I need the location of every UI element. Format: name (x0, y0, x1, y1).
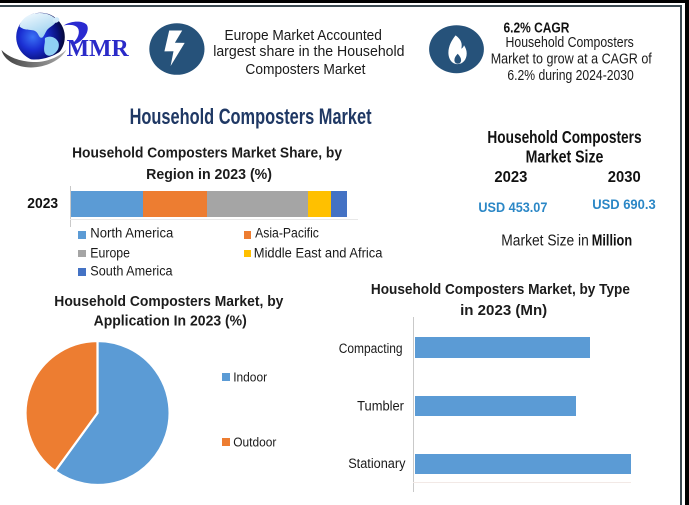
svg-text:Europe: Europe (90, 246, 130, 261)
svg-text:MMR: MMR (67, 36, 130, 62)
svg-text:Region in 2023 (%): Region in 2023 (%) (146, 167, 272, 183)
svg-text:Household Composters: Household Composters (506, 35, 634, 51)
svg-text:Europe Market Accounted: Europe Market Accounted (225, 28, 382, 44)
svg-text:Outdoor: Outdoor (233, 435, 277, 450)
svg-text:Middle East and Africa: Middle East and Africa (254, 246, 383, 261)
svg-text:6.2% CAGR: 6.2% CAGR (504, 20, 570, 36)
svg-text:Household Composters Market Sh: Household Composters Market Share, by (72, 145, 342, 161)
svg-text:Indoor: Indoor (233, 370, 268, 385)
svg-text:largest share in the Household: largest share in the Household (213, 44, 404, 60)
svg-text:Asia-Pacific: Asia-Pacific (255, 226, 319, 241)
svg-text:Market to grow at a CAGR of: Market to grow at a CAGR of (491, 52, 653, 68)
svg-text:USD 690.3: USD 690.3 (592, 196, 656, 212)
svg-text:Household Composters Market: Household Composters Market (130, 104, 372, 129)
svg-text:Household Composters Market, b: Household Composters Market, by Type (371, 281, 630, 298)
svg-text:USD 453.07: USD 453.07 (478, 199, 547, 215)
svg-text:Market Size in: Market Size in (501, 233, 589, 250)
svg-text:in 2023 (Mn): in 2023 (Mn) (460, 302, 547, 319)
svg-text:Tumbler: Tumbler (357, 398, 404, 413)
svg-text:2023: 2023 (494, 169, 527, 186)
svg-text:Composters Market: Composters Market (245, 62, 365, 78)
svg-text:Household Composters: Household Composters (487, 127, 641, 147)
svg-text:Stationary: Stationary (348, 456, 406, 471)
svg-text:Household Composters Market, b: Household Composters Market, by (54, 294, 283, 310)
svg-text:Million: Million (592, 233, 632, 250)
svg-text:Compacting: Compacting (339, 341, 403, 356)
svg-text:2030: 2030 (608, 169, 641, 186)
svg-text:Market Size: Market Size (526, 146, 604, 166)
svg-text:South America: South America (90, 263, 173, 278)
svg-text:2023: 2023 (27, 196, 58, 212)
svg-text:6.2% during 2024-2030: 6.2% during 2024-2030 (507, 68, 633, 84)
svg-text:North America: North America (90, 226, 173, 241)
svg-text:Application In 2023 (%): Application In 2023 (%) (94, 314, 247, 330)
